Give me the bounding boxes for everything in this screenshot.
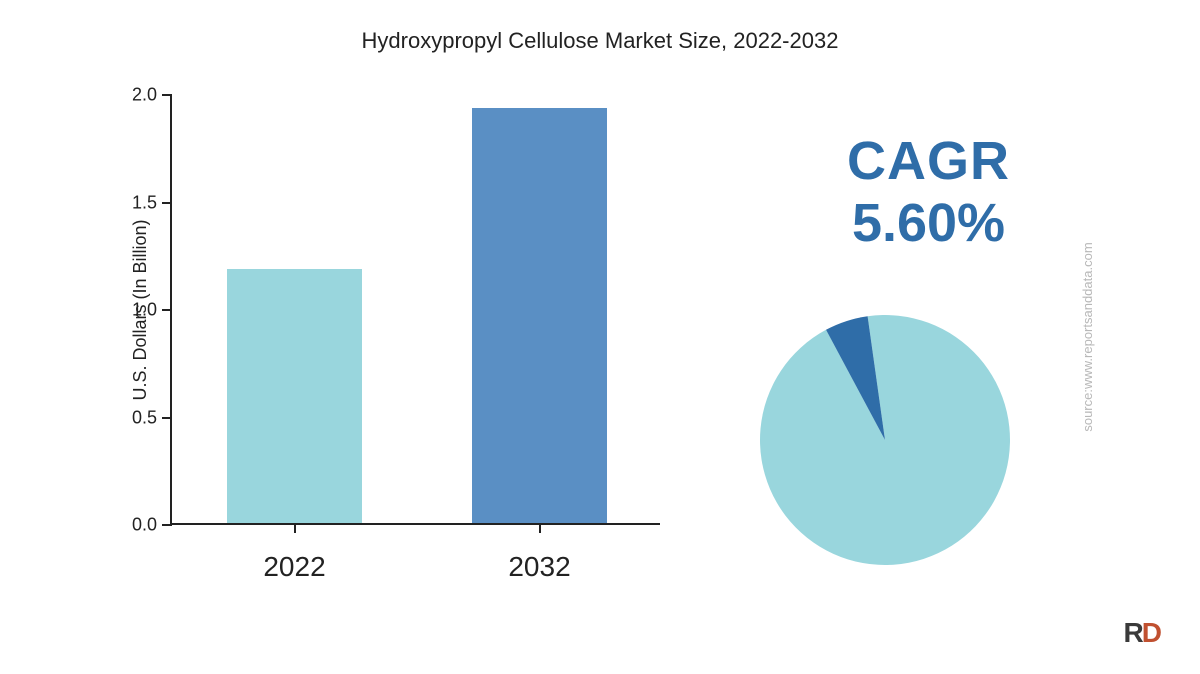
- ytick-label: 0.0: [122, 515, 157, 536]
- cagr-block: CAGR 5.60%: [847, 130, 1010, 254]
- ytick-label: 1.0: [122, 300, 157, 321]
- ytick: [162, 94, 172, 96]
- bar: [472, 108, 607, 523]
- logo: RD: [1124, 617, 1160, 649]
- ytick: [162, 417, 172, 419]
- xtick: [539, 523, 541, 533]
- pie-chart: [755, 310, 1015, 570]
- logo-r: R: [1124, 617, 1142, 648]
- ytick: [162, 202, 172, 204]
- ytick-label: 2.0: [122, 85, 157, 106]
- xtick-label: 2032: [508, 551, 570, 583]
- chart-title: Hydroxypropyl Cellulose Market Size, 202…: [0, 0, 1200, 54]
- ytick-label: 1.5: [122, 192, 157, 213]
- logo-d: D: [1142, 617, 1160, 648]
- ytick: [162, 524, 172, 526]
- bar-chart: U.S. Dollars (In Billion) 0.00.51.01.52.…: [130, 95, 660, 525]
- source-attribution: source:www.reportsanddata.com: [1080, 242, 1095, 431]
- plot-area: 0.00.51.01.52.020222032: [170, 95, 660, 525]
- ytick: [162, 309, 172, 311]
- ytick-label: 0.5: [122, 407, 157, 428]
- xtick-label: 2022: [263, 551, 325, 583]
- cagr-value: 5.60%: [847, 192, 1010, 254]
- xtick: [294, 523, 296, 533]
- bar: [227, 269, 362, 523]
- cagr-label: CAGR: [847, 130, 1010, 192]
